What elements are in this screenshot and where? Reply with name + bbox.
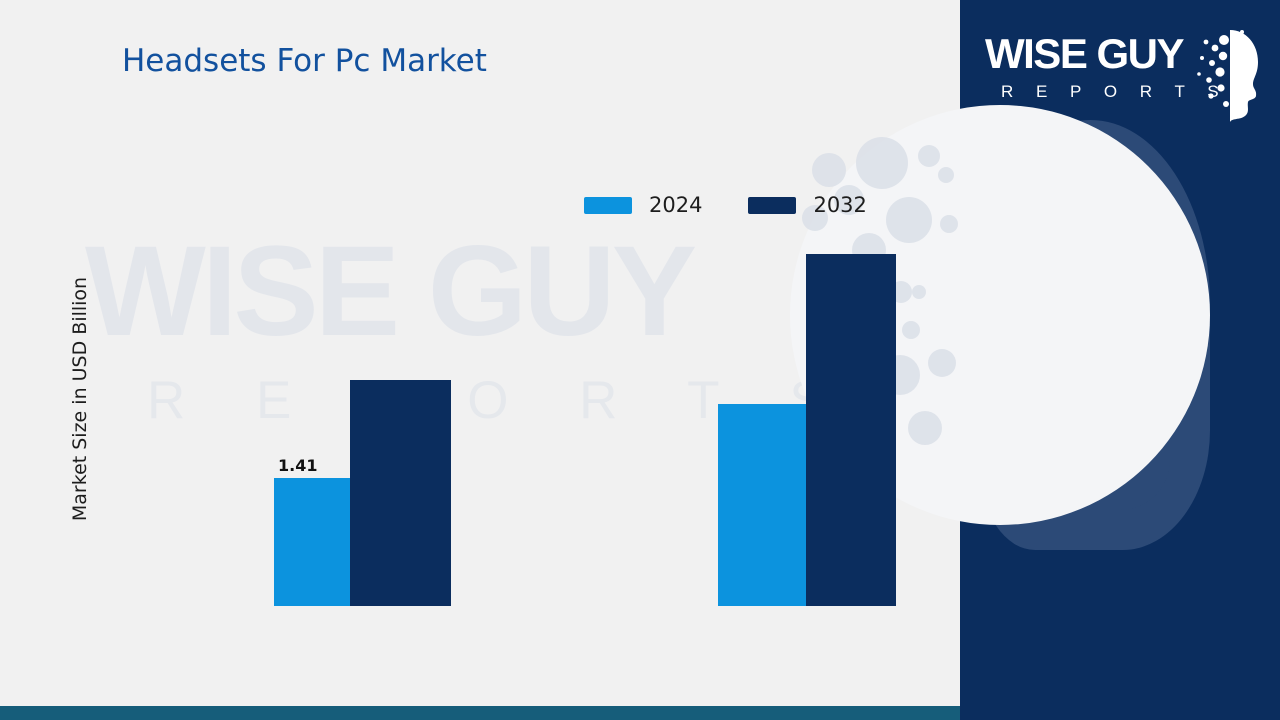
bar-wired-2032[interactable] — [350, 380, 451, 606]
molecule-dot — [918, 145, 940, 167]
brand-logo: WISE GUY R E P O R T S — [985, 30, 1260, 125]
y-axis-label: Market Size in USD Billion — [69, 276, 91, 522]
molecule-dot — [834, 185, 864, 215]
footer-bar — [0, 706, 960, 720]
bar-value-label-wired-2024: 1.41 — [278, 456, 318, 475]
molecule-dot — [812, 153, 846, 187]
molecule-dot — [912, 285, 926, 299]
chart-legend: 2024 2032 — [584, 193, 867, 217]
molecule-dot — [928, 349, 956, 377]
logo-subtitle: R E P O R T S — [1001, 82, 1228, 101]
legend-label-2024: 2024 — [649, 193, 703, 217]
molecule-dot — [856, 137, 908, 189]
molecule-dot — [940, 215, 958, 233]
head-dots-svg — [1197, 30, 1258, 122]
molecule-dot — [902, 321, 920, 339]
legend-label-2032: 2032 — [813, 193, 867, 217]
molecule-dot — [938, 167, 954, 183]
legend-item-2032[interactable]: 2032 — [748, 193, 867, 217]
head-dots-icon — [1190, 26, 1262, 126]
bar-wireless-2032[interactable] — [806, 254, 896, 606]
molecule-dot — [908, 411, 942, 445]
plot-area: 1.41 Wired Headsets Wireless Headsets — [90, 150, 940, 606]
molecule-dot — [886, 197, 932, 243]
legend-swatch-2024 — [584, 196, 632, 214]
bar-wireless-2024[interactable] — [718, 404, 806, 606]
bar-wired-2024[interactable] — [274, 478, 350, 606]
molecule-dot — [802, 205, 828, 231]
page-title: Headsets For Pc Market — [122, 43, 487, 79]
legend-item-2024[interactable]: 2024 — [584, 193, 702, 217]
logo-wordmark: WISE GUY — [985, 30, 1185, 77]
legend-swatch-2032 — [748, 196, 797, 214]
